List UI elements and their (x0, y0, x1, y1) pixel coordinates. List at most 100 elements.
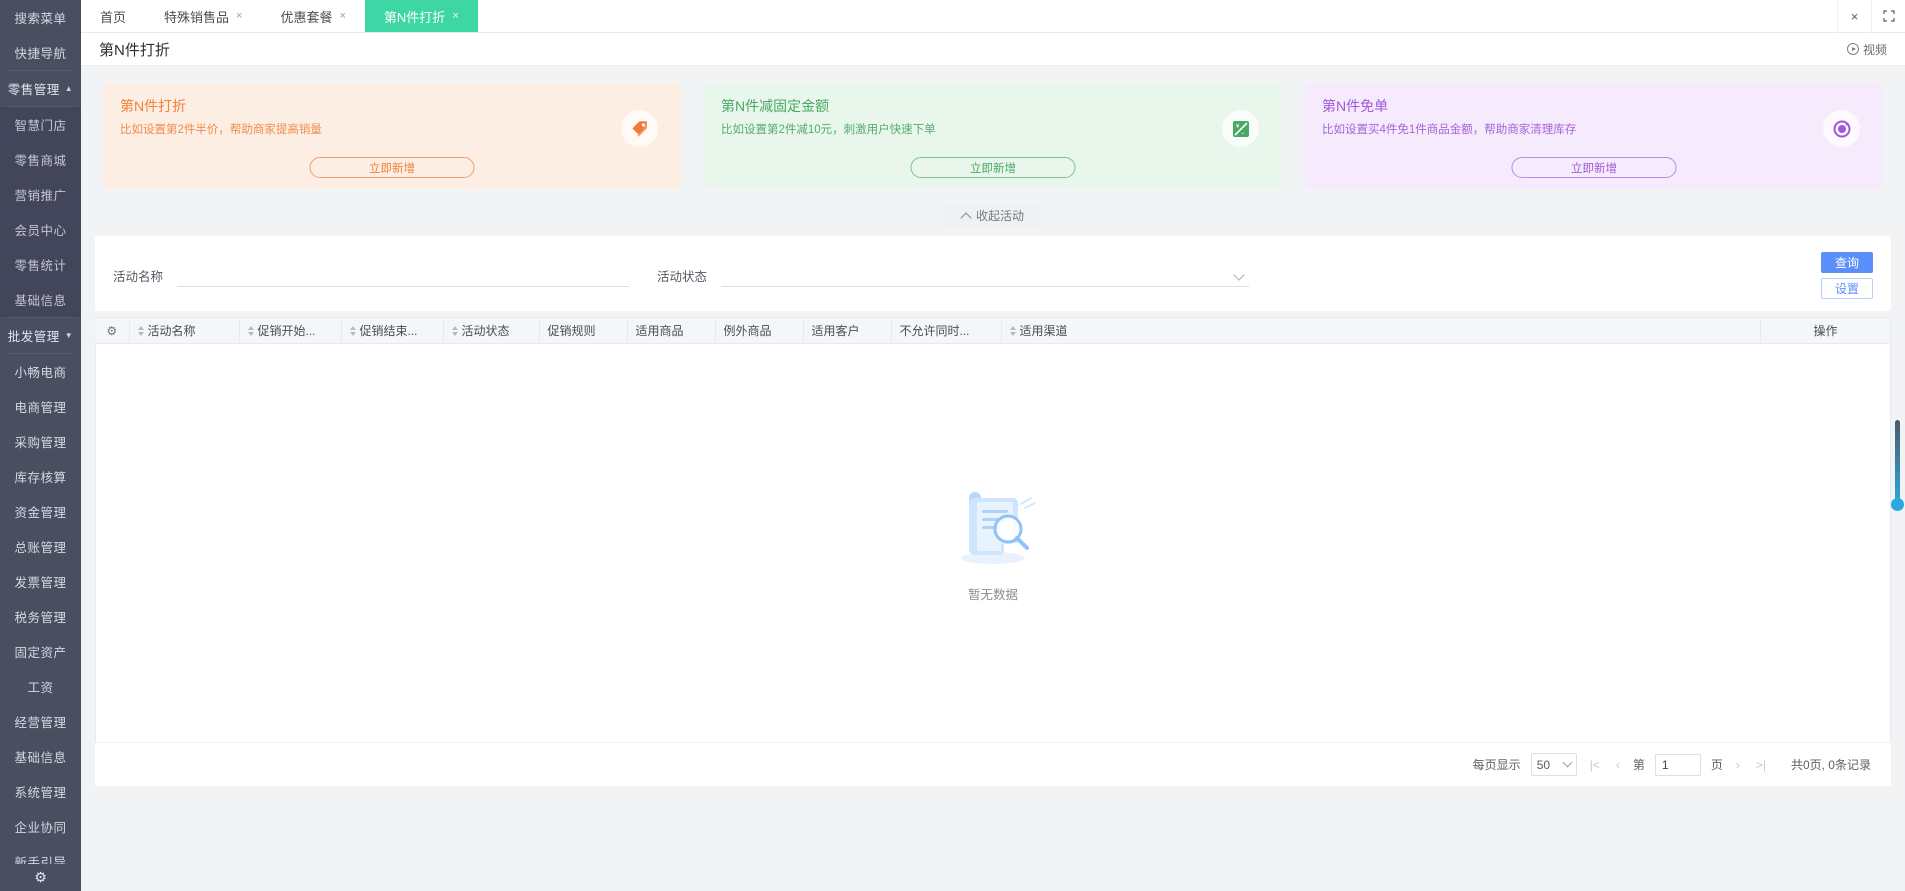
table-column-header-6[interactable]: 例外商品 (715, 317, 804, 344)
sidebar-settings-gear-icon[interactable]: ⚙ (0, 864, 81, 891)
table-column-header-7[interactable]: 适用客户 (803, 317, 892, 344)
tab-close-icon[interactable]: × (236, 10, 243, 22)
table-column-header-0[interactable]: 活动名称 (129, 317, 240, 344)
tab-3[interactable]: 第N件打折 × (364, 0, 478, 32)
next-page-icon[interactable]: › (1735, 757, 1740, 772)
promotion-card-add-button[interactable]: 立即新增 (1511, 157, 1677, 178)
video-link-label: 视频 (1862, 42, 1887, 57)
sidebar-item-4[interactable]: 零售商城 (0, 142, 81, 177)
sidebar-item-1[interactable]: 快捷导航 (0, 35, 81, 70)
sidebar-item-7[interactable]: 零售统计 (0, 247, 81, 282)
sidebar-item-23[interactable]: 企业协同 (0, 809, 81, 844)
sort-icon[interactable] (1009, 325, 1016, 336)
sidebar-item-5[interactable]: 营销推广 (0, 177, 81, 212)
sidebar-item-label: 总账管理 (14, 541, 67, 555)
sort-icon[interactable] (349, 325, 356, 336)
sort-icon[interactable] (137, 325, 144, 336)
sidebar-item-label: 营销推广 (14, 189, 67, 203)
sidebar-item-15[interactable]: 总账管理 (0, 529, 81, 564)
promotion-card-add-button[interactable]: 立即新增 (910, 157, 1076, 178)
sidebar-item-19[interactable]: 工资 (0, 669, 81, 704)
prev-page-icon[interactable]: ‹ (1615, 757, 1620, 772)
sidebar-item-18[interactable]: 固定资产 (0, 634, 81, 669)
promotion-card-desc: 比如设置买4件免1件商品金额，帮助商家清理库存 (1322, 124, 1577, 136)
sidebar-item-9[interactable]: 批发管理 ▼ (0, 318, 81, 353)
sidebar-item-label: 固定资产 (14, 646, 67, 660)
video-link[interactable]: 视频 (1846, 41, 1887, 58)
table-column-header-3[interactable]: 活动状态 (443, 317, 540, 344)
activity-name-input[interactable] (177, 264, 630, 287)
table-settings-gear-icon[interactable]: ⚙ (95, 317, 130, 344)
sidebar-item-6[interactable]: 会员中心 (0, 212, 81, 247)
table-column-header-4[interactable]: 促销规则 (539, 317, 628, 344)
promotion-card-title: 第N件减固定金额 (721, 98, 830, 114)
promotion-card-add-button[interactable]: 立即新增 (309, 157, 475, 178)
data-table: ⚙ 活动名称 促销开始... 促销结束... 活动状态 促销规则 适用商品 例外商品 适用客户 不… (95, 317, 1891, 344)
svg-text:¥: ¥ (1236, 124, 1240, 130)
sidebar-divider (6, 317, 75, 318)
table-header-row: ⚙ 活动名称 促销开始... 促销结束... 活动状态 促销规则 适用商品 例外商品 适用客户 不… (95, 317, 1891, 344)
page-size-select[interactable]: 50 (1530, 753, 1577, 776)
page-prefix-label: 第 (1632, 758, 1645, 772)
first-page-icon[interactable]: |< (1589, 757, 1600, 772)
fullscreen-icon[interactable] (1871, 0, 1905, 33)
table-column-label: 活动名称 (147, 324, 196, 338)
table-column-header-9[interactable]: 适用渠道 (1001, 317, 1761, 344)
settings-button[interactable]: 设置 (1821, 278, 1873, 299)
table-column-header-1[interactable]: 促销开始... (239, 317, 342, 344)
sidebar-item-21[interactable]: 基础信息 (0, 739, 81, 774)
pagination-total-label: 共0页, 0条记录 (1790, 758, 1871, 772)
sort-icon[interactable] (247, 325, 254, 336)
promotion-card-desc: 比如设置第2件减10元，刺激用户快速下单 (721, 124, 936, 136)
sidebar-item-16[interactable]: 发票管理 (0, 564, 81, 599)
page-number-input[interactable] (1654, 753, 1701, 776)
filter-row: 活动名称 活动状态 查询 设置 (95, 236, 1891, 311)
table-column-header-8[interactable]: 不允许同时... (891, 317, 1002, 344)
tab-2[interactable]: 优惠套餐 × (261, 0, 364, 32)
sidebar-item-13[interactable]: 库存核算 (0, 459, 81, 494)
sidebar-item-20[interactable]: 经营管理 (0, 704, 81, 739)
table-column-header-5[interactable]: 适用商品 (627, 317, 716, 344)
table-column-header-2[interactable]: 促销结束... (341, 317, 444, 344)
last-page-icon[interactable]: >| (1755, 757, 1766, 772)
sidebar-item-14[interactable]: 资金管理 (0, 494, 81, 529)
close-all-tabs-icon[interactable]: × (1837, 0, 1871, 33)
sidebar-item-2[interactable]: 零售管理 ▲ (0, 71, 81, 106)
promotion-card-title: 第N件免单 (1322, 98, 1389, 114)
promotion-card-desc: 比如设置第2件半价，帮助商家提高销量 (120, 124, 322, 136)
sidebar-item-label: 企业协同 (14, 821, 67, 835)
activity-status-select-wrap (721, 264, 1250, 287)
collapse-activities-button[interactable]: 收起活动 (943, 203, 1042, 228)
sidebar-item-22[interactable]: 系统管理 (0, 774, 81, 809)
table-column-label: 适用商品 (635, 324, 684, 338)
chevron-down-icon (1562, 757, 1573, 768)
vertical-scroll-thumb[interactable] (1891, 498, 1904, 511)
tab-close-icon[interactable]: × (452, 10, 459, 22)
sidebar-item-8[interactable]: 基础信息 (0, 282, 81, 317)
sort-icon[interactable] (451, 325, 458, 336)
sidebar-item-3[interactable]: 智慧门店 (0, 107, 81, 142)
sidebar-item-10[interactable]: 小畅电商 (0, 354, 81, 389)
sidebar-item-12[interactable]: 采购管理 (0, 424, 81, 459)
activity-status-select[interactable] (721, 264, 1250, 287)
sidebar-item-11[interactable]: 电商管理 (0, 389, 81, 424)
sidebar-item-label: 经营管理 (14, 716, 67, 730)
sidebar-item-17[interactable]: 税务管理 (0, 599, 81, 634)
collapse-activities-label: 收起活动 (975, 209, 1024, 223)
svg-text:−: − (1241, 131, 1245, 137)
empty-state: 暂无数据 (95, 344, 1891, 742)
tab-close-icon[interactable]: × (339, 10, 346, 22)
vertical-scrollbar[interactable] (1891, 420, 1904, 540)
tab-1[interactable]: 特殊销售品 × (145, 0, 261, 32)
query-button[interactable]: 查询 (1821, 252, 1873, 273)
sidebar-item-label: 智慧门店 (14, 119, 67, 133)
promotion-card-2: 第N件免单比如设置买4件免1件商品金额，帮助商家清理库存立即新增 (1305, 83, 1883, 189)
sidebar-item-label: 搜索菜单 (14, 12, 67, 26)
tab-0[interactable]: 首页 (81, 0, 145, 32)
sidebar-item-label: 快捷导航 (14, 47, 67, 61)
sidebar-item-0[interactable]: 搜索菜单 (0, 0, 81, 35)
sidebar-divider (6, 353, 75, 354)
sidebar-item-label: 批发管理 (7, 330, 60, 344)
table-column-header-10[interactable]: 操作 (1760, 317, 1891, 344)
